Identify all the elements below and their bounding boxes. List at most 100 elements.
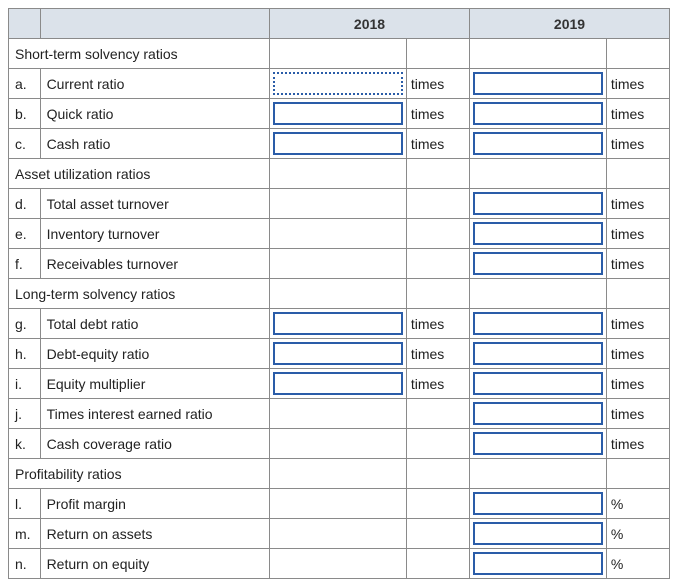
input-l-2018 [270, 489, 407, 519]
unit-n-2019: % [606, 549, 669, 579]
row-label: Receivables turnover [40, 249, 269, 279]
input-m-2018 [270, 519, 407, 549]
row-letter: d. [9, 189, 41, 219]
unit-d-2019: times [606, 189, 669, 219]
header-blank-letter [9, 9, 41, 39]
unit-h-2019: times [606, 339, 669, 369]
input-e-2019[interactable] [469, 219, 606, 249]
input-c-2018[interactable] [270, 129, 407, 159]
input-d-2019[interactable] [469, 189, 606, 219]
row-g: g. Total debt ratio times times [9, 309, 670, 339]
unit-g-2019: times [606, 309, 669, 339]
row-l: l. Profit margin % [9, 489, 670, 519]
input-l-2019[interactable] [469, 489, 606, 519]
unit-g-2018: times [406, 309, 469, 339]
unit-a-2018: times [406, 69, 469, 99]
unit-j-2019: times [606, 399, 669, 429]
row-d: d. Total asset turnover times [9, 189, 670, 219]
unit-m-2019: % [606, 519, 669, 549]
section-label: Profitability ratios [9, 459, 270, 489]
row-letter: g. [9, 309, 41, 339]
unit-h-2018: times [406, 339, 469, 369]
unit-l-2018 [406, 489, 469, 519]
unit-c-2019: times [606, 129, 669, 159]
unit-f-2018 [406, 249, 469, 279]
input-m-2019[interactable] [469, 519, 606, 549]
row-letter: h. [9, 339, 41, 369]
row-b: b. Quick ratio times times [9, 99, 670, 129]
unit-a-2019: times [606, 69, 669, 99]
section-label: Short-term solvency ratios [9, 39, 270, 69]
input-j-2019[interactable] [469, 399, 606, 429]
unit-d-2018 [406, 189, 469, 219]
unit-i-2018: times [406, 369, 469, 399]
row-letter: e. [9, 219, 41, 249]
row-f: f. Receivables turnover times [9, 249, 670, 279]
row-letter: f. [9, 249, 41, 279]
unit-k-2018 [406, 429, 469, 459]
input-i-2019[interactable] [469, 369, 606, 399]
unit-e-2019: times [606, 219, 669, 249]
row-letter: k. [9, 429, 41, 459]
unit-i-2019: times [606, 369, 669, 399]
input-g-2019[interactable] [469, 309, 606, 339]
ratios-table: 2018 2019 Short-term solvency ratios a. … [8, 8, 670, 579]
row-m: m. Return on assets % [9, 519, 670, 549]
row-letter: j. [9, 399, 41, 429]
input-f-2019[interactable] [469, 249, 606, 279]
input-h-2019[interactable] [469, 339, 606, 369]
row-label: Quick ratio [40, 99, 269, 129]
input-e-2018 [270, 219, 407, 249]
input-k-2019[interactable] [469, 429, 606, 459]
row-letter: b. [9, 99, 41, 129]
unit-k-2019: times [606, 429, 669, 459]
row-i: i. Equity multiplier times times [9, 369, 670, 399]
input-b-2019[interactable] [469, 99, 606, 129]
row-letter: c. [9, 129, 41, 159]
input-n-2019[interactable] [469, 549, 606, 579]
row-label: Return on equity [40, 549, 269, 579]
row-label: Current ratio [40, 69, 269, 99]
section-short-term: Short-term solvency ratios [9, 39, 670, 69]
row-n: n. Return on equity % [9, 549, 670, 579]
section-profitability: Profitability ratios [9, 459, 670, 489]
row-letter: m. [9, 519, 41, 549]
header-blank-label [40, 9, 269, 39]
row-label: Equity multiplier [40, 369, 269, 399]
unit-b-2019: times [606, 99, 669, 129]
unit-j-2018 [406, 399, 469, 429]
input-i-2018[interactable] [270, 369, 407, 399]
input-g-2018[interactable] [270, 309, 407, 339]
row-a: a. Current ratio times times [9, 69, 670, 99]
unit-c-2018: times [406, 129, 469, 159]
row-letter: a. [9, 69, 41, 99]
section-long-term: Long-term solvency ratios [9, 279, 670, 309]
unit-f-2019: times [606, 249, 669, 279]
unit-e-2018 [406, 219, 469, 249]
section-asset-util: Asset utilization ratios [9, 159, 670, 189]
row-letter: l. [9, 489, 41, 519]
input-k-2018 [270, 429, 407, 459]
unit-m-2018 [406, 519, 469, 549]
input-h-2018[interactable] [270, 339, 407, 369]
input-a-2019[interactable] [469, 69, 606, 99]
row-label: Total asset turnover [40, 189, 269, 219]
row-k: k. Cash coverage ratio times [9, 429, 670, 459]
header-2019: 2019 [469, 9, 669, 39]
input-a-2018[interactable] [270, 69, 407, 99]
input-b-2018[interactable] [270, 99, 407, 129]
row-label: Inventory turnover [40, 219, 269, 249]
row-h: h. Debt-equity ratio times times [9, 339, 670, 369]
section-label: Asset utilization ratios [9, 159, 270, 189]
row-label: Profit margin [40, 489, 269, 519]
input-c-2019[interactable] [469, 129, 606, 159]
unit-l-2019: % [606, 489, 669, 519]
row-j: j. Times interest earned ratio times [9, 399, 670, 429]
input-d-2018 [270, 189, 407, 219]
row-label: Return on assets [40, 519, 269, 549]
header-2018: 2018 [270, 9, 470, 39]
table-header-row: 2018 2019 [9, 9, 670, 39]
unit-n-2018 [406, 549, 469, 579]
row-label: Debt-equity ratio [40, 339, 269, 369]
input-f-2018 [270, 249, 407, 279]
